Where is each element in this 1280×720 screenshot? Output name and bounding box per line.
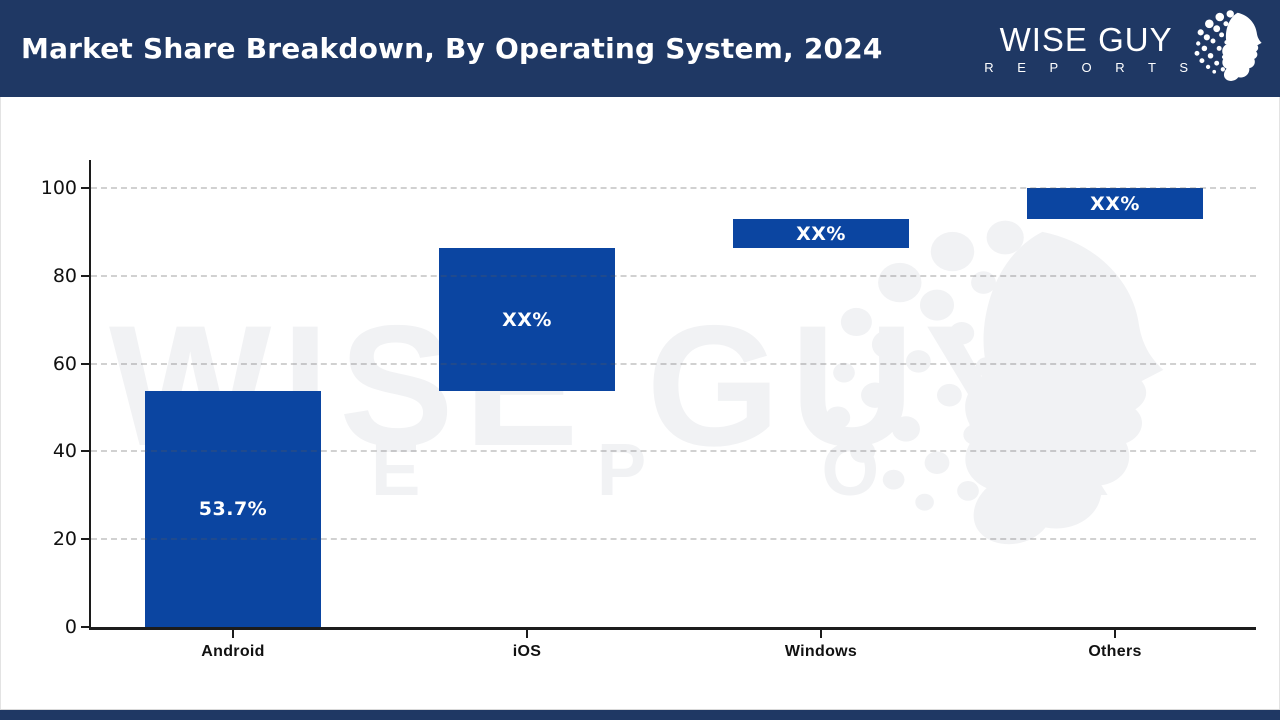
footer-bar [0, 710, 1280, 720]
y-axis-tick-label: 0 [64, 616, 77, 638]
y-axis-tick-mark [81, 626, 89, 628]
x-axis-label-android: Android [201, 643, 265, 660]
x-axis-tick-mark [820, 630, 822, 638]
gridline [91, 274, 1256, 277]
x-axis-tick-mark [1114, 630, 1116, 638]
chart-area: WISE GUY R E P O R T S 02040608010053.7%… [0, 97, 1280, 710]
x-axis-label-windows: Windows [784, 643, 858, 660]
y-axis-tick-mark [81, 187, 89, 190]
plot-area: 0 20 40 60 80 100 53.7% Android XX% iOS XX% Windows… [41, 160, 1256, 660]
bar-android [145, 391, 321, 627]
wiseguy-face-icon [1192, 9, 1266, 89]
y-axis-tick-label: 20 [52, 528, 77, 551]
y-axis-tick-mark [81, 538, 89, 541]
bar-value-label-ios: XX% [502, 308, 552, 331]
bar-others [1027, 188, 1203, 220]
y-axis-tick-mark [81, 362, 89, 365]
y-axis-tick-label: 80 [52, 264, 77, 287]
y-axis-tick-label: 60 [52, 352, 77, 375]
x-axis-tick-mark [232, 630, 234, 638]
footer-divider [0, 709, 1280, 710]
logo-wordmark: WISE GUY [999, 21, 1173, 58]
page-title: Market Share Breakdown, By Operating Sys… [21, 32, 883, 65]
y-axis-tick-label: 40 [52, 440, 77, 463]
bar-value-label-android: 53.7% [198, 498, 268, 521]
y-axis-tick-label: 100 [40, 177, 77, 200]
logo-subtitle: R E P O R T S [984, 60, 1198, 75]
y-axis-tick-mark [81, 450, 89, 453]
bar-ios [439, 248, 615, 392]
x-axis-label-others: Others [1088, 643, 1142, 660]
x-axis-tick-mark [526, 630, 528, 638]
wiseguy-logo: WISE GUY R E P O R T S [974, 6, 1266, 92]
y-axis-tick-mark [81, 274, 89, 277]
gridline [91, 362, 1256, 365]
bar-value-label-windows: XX% [796, 222, 846, 245]
header-bar: Market Share Breakdown, By Operating Sys… [0, 0, 1280, 97]
x-axis-label-ios: iOS [512, 643, 542, 660]
bar-value-label-others: XX% [1090, 192, 1140, 215]
wiseguy-logo-text: WISE GUY R E P O R T S [974, 23, 1198, 75]
